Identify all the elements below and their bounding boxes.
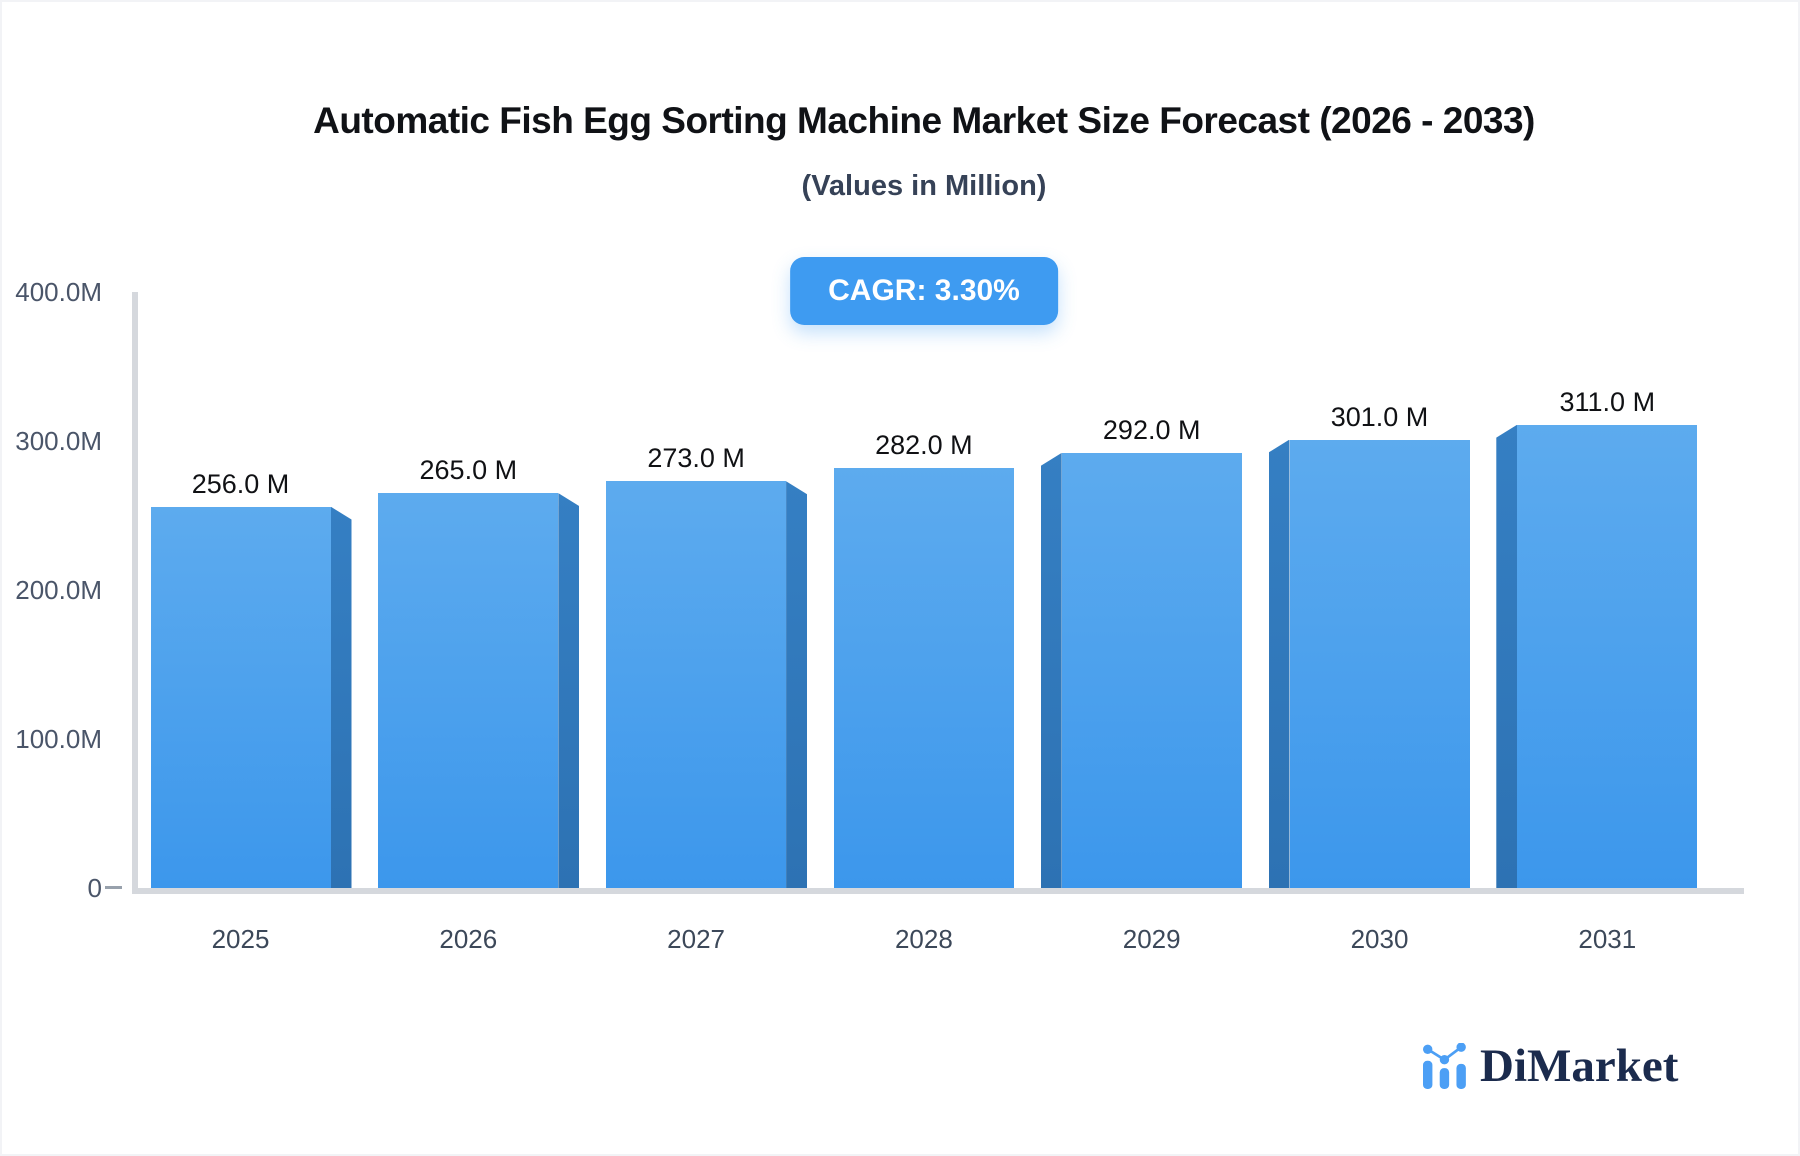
y-axis-tick-label: 0 bbox=[87, 873, 102, 903]
mini-bar-line-chart-icon bbox=[1423, 1043, 1466, 1089]
dimarket-logo[interactable]: DiMarket bbox=[1423, 1040, 1678, 1092]
bar-value-label: 256.0 M bbox=[191, 468, 290, 499]
x-axis-label-2029: 2029 bbox=[1122, 924, 1181, 954]
bar-2029[interactable] bbox=[1061, 452, 1242, 888]
x-axis-label-2031: 2031 bbox=[1578, 924, 1637, 954]
logo-text: DiMarket bbox=[1480, 1040, 1679, 1092]
bar-3d-side bbox=[1496, 424, 1518, 888]
bar-value-label: 301.0 M bbox=[1330, 401, 1429, 432]
bar-value-label: 265.0 M bbox=[419, 455, 518, 486]
bar-2031[interactable] bbox=[1517, 424, 1698, 888]
bar-3d-side bbox=[786, 481, 808, 888]
chart-subtitle: (Values in Million) bbox=[801, 170, 1047, 202]
bar-value-label: 273.0 M bbox=[647, 443, 745, 474]
bar-3d-side bbox=[558, 493, 580, 888]
bar-value-label: 292.0 M bbox=[1102, 414, 1201, 445]
y-axis-line bbox=[132, 292, 138, 888]
y-axis-tick-label: 100.0M bbox=[15, 724, 102, 754]
cagr-badge: CAGR: 3.30% bbox=[790, 257, 1058, 325]
bar-2025[interactable] bbox=[150, 506, 331, 888]
y-axis-tick-label: 200.0M bbox=[15, 575, 102, 605]
bar-3d-side bbox=[330, 506, 352, 888]
x-axis-label-2028: 2028 bbox=[894, 924, 953, 954]
x-axis-label-2027: 2027 bbox=[667, 924, 726, 954]
x-axis-label-2030: 2030 bbox=[1350, 924, 1409, 954]
x-axis-label-2026: 2026 bbox=[439, 924, 498, 954]
x-axis-baseline bbox=[132, 888, 1744, 894]
bar-value-label: 282.0 M bbox=[875, 429, 973, 460]
zero-tick-mark bbox=[105, 886, 122, 889]
bar-3d-side bbox=[1040, 452, 1062, 888]
y-axis-tick-label: 400.0M bbox=[15, 277, 102, 307]
bar-value-label: 311.0 M bbox=[1559, 386, 1656, 417]
bar-3d-side bbox=[1268, 439, 1290, 888]
bar-2030[interactable] bbox=[1289, 439, 1470, 888]
bar-2027[interactable] bbox=[606, 481, 787, 888]
bar-2028[interactable] bbox=[833, 467, 1014, 888]
chart-title: Automatic Fish Egg Sorting Machine Marke… bbox=[313, 100, 1535, 141]
bar-2026[interactable] bbox=[378, 493, 559, 888]
y-axis-tick-label: 300.0M bbox=[15, 426, 102, 456]
x-axis-label-2025: 2025 bbox=[211, 924, 270, 954]
